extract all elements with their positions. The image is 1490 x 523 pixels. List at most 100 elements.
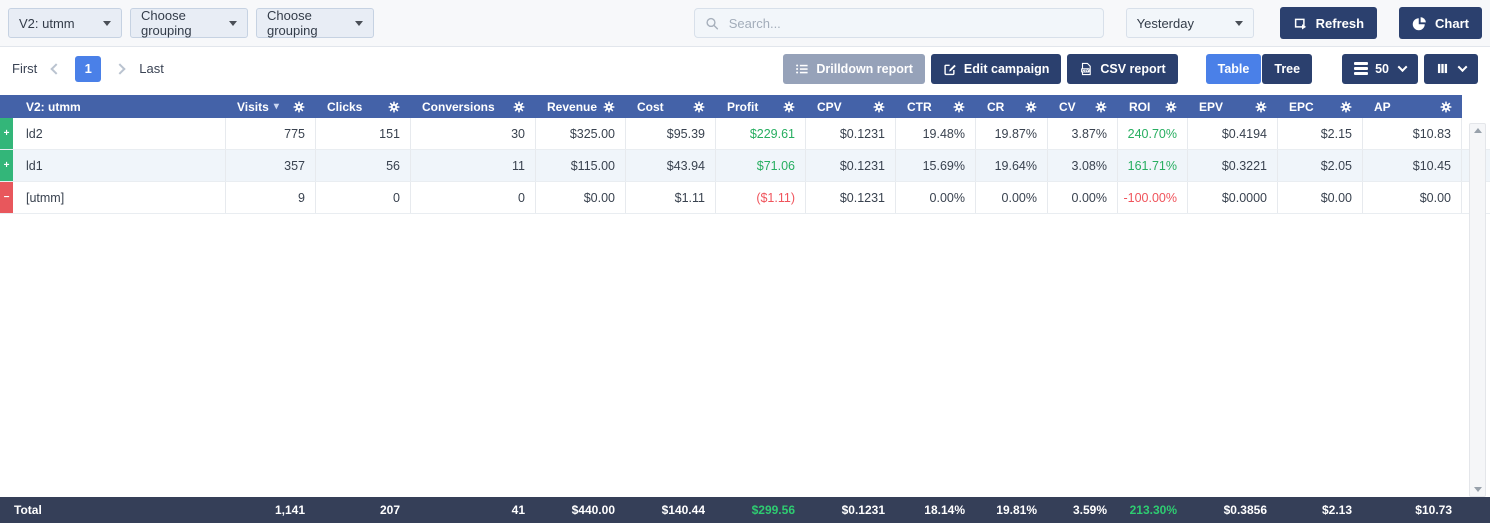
table-body: + ld2 775 151 30 $325.00 $95.39 $229.61 $0.1231 1…: [0, 118, 1490, 214]
column-header-revenue[interactable]: Revenue: [535, 95, 625, 118]
total-cell-clicks: 207: [379, 503, 400, 517]
column-header-cost[interactable]: Cost: [625, 95, 715, 118]
cell-ctr: 19.48%: [895, 118, 975, 149]
gear-icon[interactable]: [783, 100, 795, 113]
grouping-dropdown-1[interactable]: Choose grouping: [130, 8, 248, 38]
chart-label: Chart: [1435, 15, 1469, 31]
total-cell-ctr: 18.14%: [924, 503, 965, 517]
table-row[interactable]: − [utmm] 9 0 0 $0.00 $1.11 ($1.11) $0.1231 0.00% 0…: [0, 182, 1490, 214]
table-row[interactable]: + ld1 357 56 11 $115.00 $43.94 $71.06 $0.1231 15.…: [0, 150, 1490, 182]
cell-cpv: $0.1231: [805, 118, 895, 149]
cell-cost: $95.39: [625, 118, 715, 149]
gear-icon[interactable]: [1025, 100, 1037, 113]
column-header-ctr[interactable]: CTR: [895, 95, 975, 118]
refresh-button[interactable]: Refresh: [1279, 7, 1378, 39]
pagination-first[interactable]: First: [12, 61, 38, 76]
cell-cv: 3.87%: [1047, 118, 1117, 149]
chevron-left-icon[interactable]: [50, 62, 62, 75]
csv-report-label: CSV report: [1100, 61, 1166, 76]
cell-cost: $43.94: [625, 150, 715, 181]
row-status-indicator: −: [0, 182, 13, 213]
gear-icon[interactable]: [513, 100, 525, 113]
gear-icon[interactable]: [873, 100, 885, 113]
cell-ap: $0.00: [1362, 182, 1462, 213]
gear-icon[interactable]: [293, 100, 305, 113]
rows-per-page-button[interactable]: 50: [1342, 53, 1418, 84]
date-range-dropdown[interactable]: Yesterday: [1125, 8, 1254, 38]
cell-ctr: 0.00%: [895, 182, 975, 213]
vertical-scrollbar[interactable]: [1469, 123, 1486, 497]
cell-epv: $0.0000: [1187, 182, 1277, 213]
grouping-dropdown-2[interactable]: Choose grouping: [256, 8, 374, 38]
tree-view-button[interactable]: Tree: [1262, 53, 1313, 84]
column-header-epv[interactable]: EPV: [1187, 95, 1277, 118]
column-header-cpv[interactable]: CPV: [805, 95, 895, 118]
gear-icon[interactable]: [1255, 100, 1267, 113]
drilldown-report-button[interactable]: Drilldown report: [783, 53, 925, 84]
column-label: CR: [987, 99, 1005, 114]
row-status-indicator: +: [0, 150, 13, 181]
gear-icon[interactable]: [1095, 100, 1107, 113]
total-cell-cpv: $0.1231: [841, 503, 885, 517]
gear-icon[interactable]: [1440, 100, 1452, 113]
columns-button[interactable]: [1424, 53, 1478, 84]
gear-icon[interactable]: [603, 100, 615, 113]
chevron-down-icon: [1457, 62, 1468, 73]
column-label: Visits: [237, 99, 269, 114]
column-label: EPV: [1199, 99, 1224, 114]
cell-roi: -100.00%: [1117, 182, 1187, 213]
column-header-clicks[interactable]: Clicks: [315, 95, 410, 118]
cell-cv: 3.08%: [1047, 150, 1117, 181]
pagination-page-1[interactable]: 1: [75, 55, 102, 82]
campaign-dropdown[interactable]: V2: utmm: [8, 8, 122, 38]
total-cell-conversions: 41: [511, 503, 525, 517]
table-view-button[interactable]: Table: [1205, 53, 1262, 84]
gear-icon[interactable]: [1165, 100, 1177, 113]
column-header-ap[interactable]: AP: [1362, 95, 1462, 118]
report-table: V2: utmm Visits ▾ Clicks Conversions Revenue C…: [0, 95, 1490, 523]
cell-cost: $1.11: [625, 182, 715, 213]
total-cell-cr: 19.81%: [996, 503, 1037, 517]
cell-visits: 775: [225, 118, 315, 149]
column-header-name[interactable]: V2: utmm: [0, 95, 225, 118]
gear-icon[interactable]: [388, 100, 400, 113]
chevron-right-icon[interactable]: [114, 62, 126, 75]
cell-roi: 240.70%: [1117, 118, 1187, 149]
drilldown-report-label: Drilldown report: [816, 61, 913, 76]
column-header-epc[interactable]: EPC: [1277, 95, 1362, 118]
grouping-dropdown-2-label: Choose grouping: [267, 8, 318, 38]
cell-cr: 19.64%: [975, 150, 1047, 181]
column-label: AP: [1374, 99, 1391, 114]
scroll-down-icon[interactable]: [1473, 487, 1482, 492]
cell-name: + ld2: [0, 118, 225, 149]
pagination: First 1 Last: [12, 55, 164, 82]
table-header-row: V2: utmm Visits ▾ Clicks Conversions Revenue C…: [0, 95, 1462, 118]
total-row: Total 1,141 207 41 $440.00 $140.44 $299.56 $0.1…: [0, 497, 1490, 523]
gear-icon[interactable]: [693, 100, 705, 113]
column-label: EPC: [1289, 99, 1314, 114]
chevron-down-icon: [1397, 62, 1408, 73]
csv-report-button[interactable]: CSV CSV report: [1067, 53, 1178, 84]
column-header-visits[interactable]: Visits ▾: [225, 95, 315, 118]
gear-icon[interactable]: [953, 100, 965, 113]
column-label: CPV: [817, 99, 842, 114]
table-row[interactable]: + ld2 775 151 30 $325.00 $95.39 $229.61 $0.1231 1…: [0, 118, 1490, 150]
column-header-conversions[interactable]: Conversions: [410, 95, 535, 118]
edit-campaign-button[interactable]: Edit campaign: [930, 53, 1062, 84]
row-name: ld1: [26, 158, 43, 173]
total-cell-roi: 213.30%: [1129, 503, 1177, 517]
column-header-cr[interactable]: CR: [975, 95, 1047, 118]
column-header-roi[interactable]: ROI: [1117, 95, 1187, 118]
total-cell-visits: 1,141: [274, 503, 305, 517]
sort-desc-icon: ▾: [273, 101, 279, 112]
cell-epv: $0.3221: [1187, 150, 1277, 181]
search-input[interactable]: [726, 14, 1093, 32]
cell-epc: $2.05: [1277, 150, 1362, 181]
chart-button[interactable]: Chart: [1399, 7, 1482, 39]
column-header-profit[interactable]: Profit: [715, 95, 805, 118]
caret-down-icon: [229, 20, 237, 26]
pagination-last[interactable]: Last: [139, 61, 164, 76]
scroll-up-icon[interactable]: [1473, 128, 1482, 133]
gear-icon[interactable]: [1340, 100, 1352, 113]
column-header-cv[interactable]: CV: [1047, 95, 1117, 118]
